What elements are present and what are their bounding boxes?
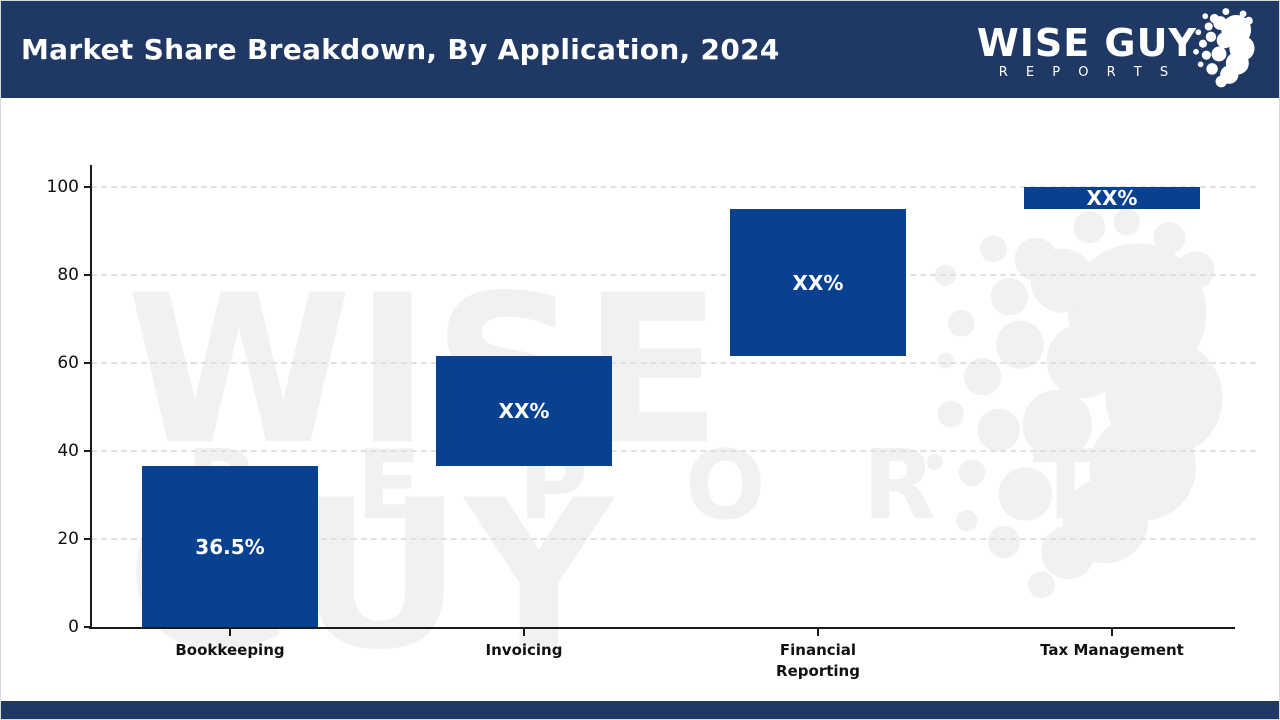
y-tick-20 [84,538,91,540]
x-category-label-tax-management: Tax Management [1040,641,1184,659]
chart-title: Market Share Breakdown, By Application, … [21,33,780,66]
y-tick-label-0: 0 [68,617,79,637]
logo-reports-label: R E P O R T S [998,64,1176,80]
logo-face-icon [1193,8,1255,88]
x-tick-tax-management [1111,629,1113,636]
y-tick-label-80: 80 [57,265,79,285]
logo-wiseguy-label: WISE GUY [976,20,1197,65]
header-bar: Market Share Breakdown, By Application, … [1,1,1279,98]
gridline-60 [91,362,1256,364]
x-tick-invoicing [523,629,525,636]
y-tick-80 [84,274,91,276]
y-tick-label-20: 20 [57,529,79,549]
gridline-40 [91,450,1256,452]
y-tick-label-100: 100 [46,177,79,197]
footer-bar [1,701,1279,719]
x-tick-financial-reporting [817,629,819,636]
y-tick-0 [84,626,91,628]
bar-financial-reporting: XX% [730,209,906,357]
y-tick-100 [84,186,91,188]
watermark-face-dots [926,208,1223,598]
bar-value-label-invoicing: XX% [498,399,550,424]
x-category-label-bookkeeping: Bookkeeping [175,641,285,659]
bar-value-label-bookkeeping: 36.5% [195,534,265,559]
gridline-80 [91,274,1256,276]
logo-text: WISE GUY R E P O R T S [977,24,1197,79]
x-category-label-financial-reporting: Financial Reporting [776,641,860,680]
x-axis-line [89,627,1235,629]
bar-value-label-tax-management: XX% [1086,186,1138,210]
gridline-100 [91,186,1256,188]
dotted-face-icon [926,208,1223,598]
bar-bookkeeping: 36.5% [142,466,318,627]
y-tick-40 [84,450,91,452]
wise-guy-reports-logo: WISE GUY R E P O R T S [977,8,1267,93]
x-tick-bookkeeping [229,629,231,636]
bar-tax-management: XX% [1024,186,1200,210]
x-category-label-invoicing: Invoicing [485,641,563,659]
y-axis-line [90,165,92,629]
y-tick-60 [84,362,91,364]
y-tick-label-60: 60 [57,353,79,373]
bar-value-label-financial-reporting: XX% [792,270,844,295]
gridline-20 [91,538,1256,540]
y-tick-label-40: 40 [57,441,79,461]
bar-invoicing: XX% [436,356,612,467]
